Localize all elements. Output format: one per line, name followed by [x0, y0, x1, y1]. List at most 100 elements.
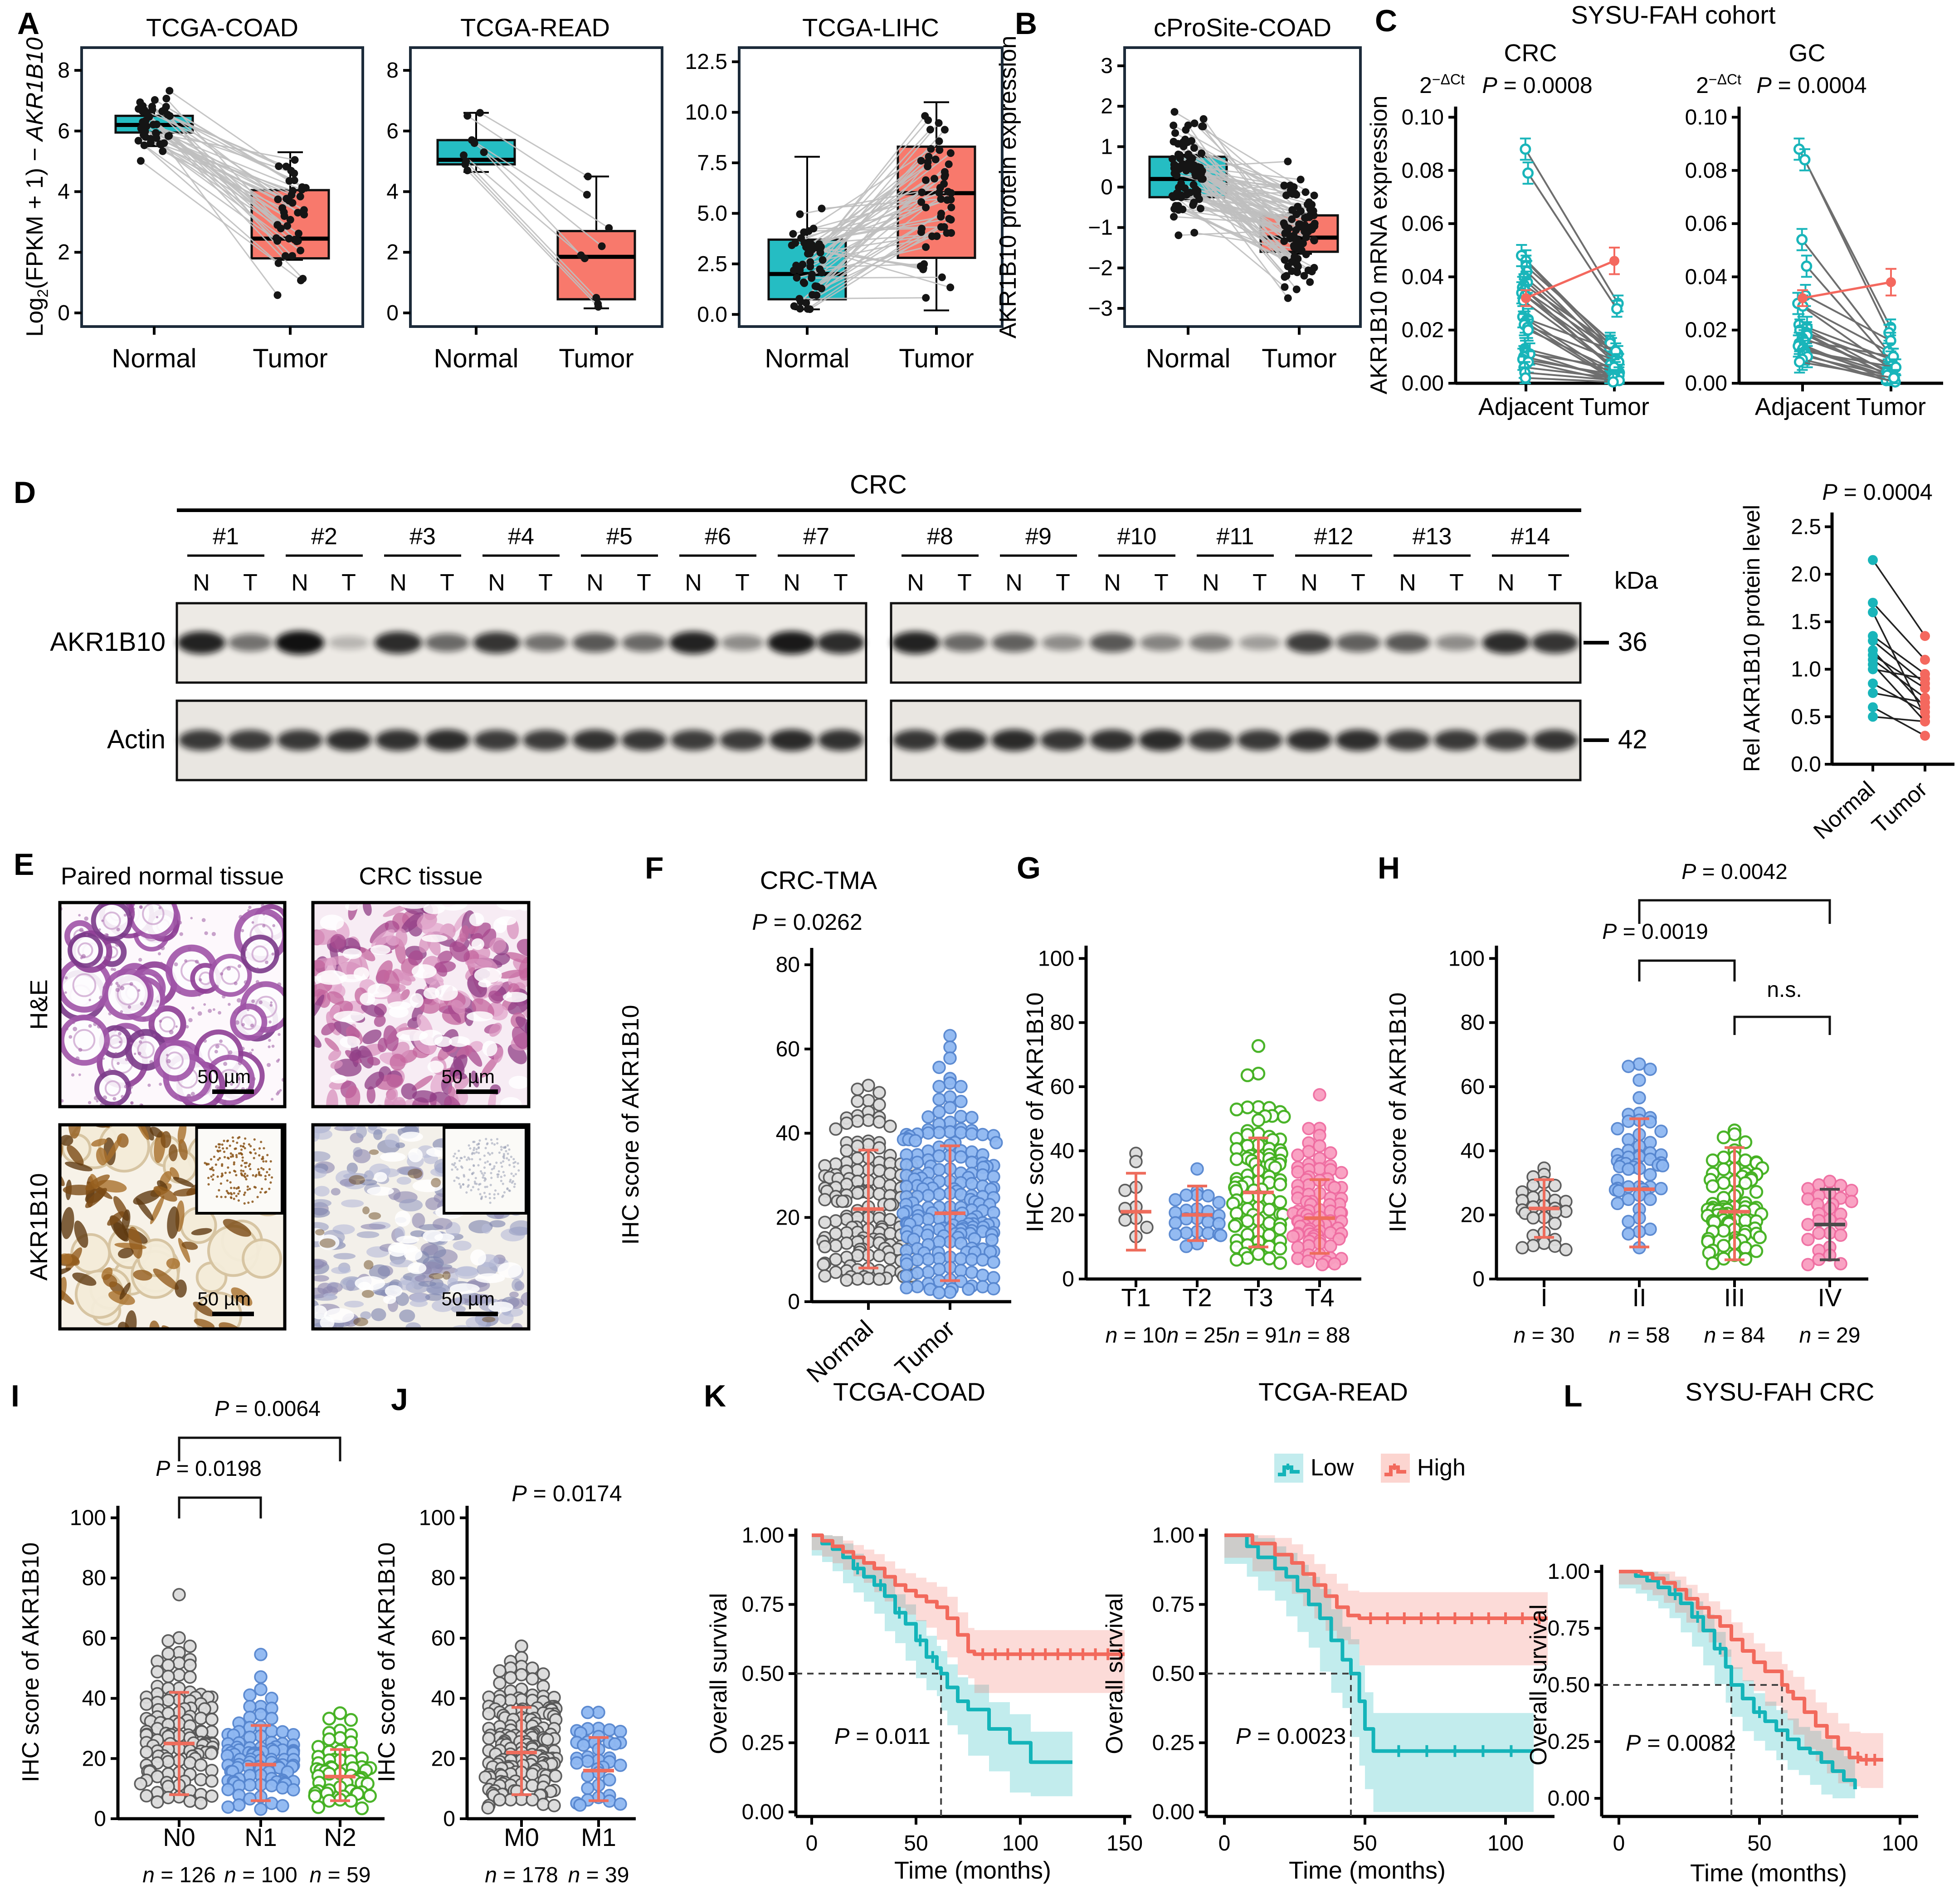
- svg-text:0.75: 0.75: [1152, 1593, 1194, 1617]
- svg-text:60: 60: [82, 1626, 106, 1650]
- paired-boxplot-cprosite-coad: cProSite-COADP < 0.0001AKR1B10 protein e…: [995, 13, 1362, 373]
- svg-text:Time (months): Time (months): [894, 1857, 1051, 1884]
- svg-text:2−ΔCt: 2−ΔCt: [1696, 71, 1741, 98]
- swarm-tnm-stage: IHC score of AKR1B10 0 20 40 60 80 100 P = 0.00…: [1385, 860, 1868, 1347]
- svg-text:1.00: 1.00: [1152, 1523, 1194, 1548]
- panel-label-j: J: [391, 1382, 408, 1417]
- svg-text:0.00: 0.00: [1548, 1787, 1590, 1811]
- svg-text:50: 50: [904, 1831, 928, 1855]
- svg-text:2.5: 2.5: [1791, 515, 1821, 539]
- svg-text:150: 150: [1106, 1831, 1143, 1855]
- svg-text:#9: #9: [1025, 523, 1052, 550]
- svg-text:CRC: CRC: [850, 470, 907, 499]
- svg-text:P = 0.0004: P = 0.0004: [1756, 73, 1866, 98]
- svg-text:n = 126: n = 126: [142, 1863, 216, 1887]
- svg-text:80: 80: [1050, 1011, 1074, 1035]
- svg-text:12.5: 12.5: [685, 50, 727, 74]
- svg-text:N: N: [193, 570, 210, 596]
- svg-text:2: 2: [386, 240, 399, 264]
- svg-text:N: N: [907, 570, 924, 596]
- svg-text:20: 20: [82, 1747, 106, 1771]
- svg-text:IV: IV: [1818, 1283, 1842, 1312]
- svg-text:T2: T2: [1182, 1283, 1212, 1312]
- svg-text:Adjacent: Adjacent: [1755, 393, 1850, 420]
- svg-text:0.02: 0.02: [1402, 318, 1444, 342]
- svg-text:Actin: Actin: [107, 725, 166, 754]
- svg-text:0.00: 0.00: [1685, 371, 1727, 395]
- svg-text:T: T: [833, 570, 848, 596]
- svg-text:0.04: 0.04: [1685, 265, 1727, 289]
- svg-text:H&E: H&E: [25, 979, 53, 1030]
- svg-text:100: 100: [1487, 1831, 1524, 1855]
- svg-text:N2: N2: [324, 1823, 356, 1851]
- svg-text:#11: #11: [1217, 523, 1254, 550]
- svg-text:AKR1B10: AKR1B10: [25, 1173, 53, 1280]
- svg-text:#14: #14: [1511, 523, 1550, 550]
- svg-text:#2: #2: [311, 523, 337, 550]
- svg-text:T: T: [341, 570, 356, 596]
- svg-text:TCGA-READ: TCGA-READ: [1258, 1377, 1408, 1406]
- svg-text:0.10: 0.10: [1402, 105, 1444, 129]
- svg-text:N: N: [1301, 570, 1318, 596]
- panel-label-l: L: [1564, 1379, 1583, 1413]
- svg-text:N: N: [1005, 570, 1023, 596]
- svg-text:#5: #5: [606, 523, 633, 550]
- svg-text:80: 80: [1461, 1011, 1485, 1035]
- svg-text:Low: Low: [1311, 1455, 1354, 1481]
- svg-text:0.50: 0.50: [742, 1662, 784, 1686]
- svg-text:Tumor: Tumor: [1867, 776, 1932, 839]
- svg-text:N1: N1: [244, 1823, 277, 1851]
- svg-text:50 µm: 50 µm: [441, 1288, 495, 1309]
- paired-boxplot-tcga-lihc: TCGA-LIHCP < 0.00010.02.55.07.510.012.5N…: [685, 13, 1004, 373]
- svg-text:2.0: 2.0: [1791, 562, 1821, 586]
- svg-text:N: N: [1399, 570, 1416, 596]
- svg-text:0.00: 0.00: [1152, 1800, 1194, 1824]
- svg-text:−1: −1: [1088, 216, 1113, 240]
- svg-text:60: 60: [776, 1037, 800, 1061]
- svg-text:P = 0.0008: P = 0.0008: [1482, 73, 1592, 98]
- svg-text:2.5: 2.5: [697, 252, 727, 276]
- svg-text:N0: N0: [163, 1823, 195, 1851]
- svg-text:100: 100: [1448, 947, 1485, 971]
- svg-text:P = 0.0042: P = 0.0042: [1681, 860, 1788, 884]
- svg-text:42: 42: [1618, 725, 1647, 754]
- svg-text:T: T: [1548, 570, 1562, 596]
- svg-text:50: 50: [1747, 1831, 1771, 1855]
- svg-text:#6: #6: [705, 523, 731, 550]
- svg-text:0.00: 0.00: [742, 1800, 784, 1824]
- svg-text:20: 20: [1050, 1203, 1074, 1227]
- svg-text:cProSite-COAD: cProSite-COAD: [1154, 13, 1331, 42]
- svg-text:P = 0.0082: P = 0.0082: [1626, 1730, 1736, 1756]
- svg-text:Overall survival: Overall survival: [706, 1593, 732, 1754]
- svg-text:4: 4: [386, 180, 399, 204]
- svg-text:40: 40: [776, 1122, 800, 1146]
- svg-text:#4: #4: [508, 523, 534, 550]
- western-blot-crc-panel: CRC#1N T#2N T#3N T#4N T#5N T#6N T#7N T#8N T#9N T#…: [50, 470, 1954, 844]
- svg-text:0.75: 0.75: [1548, 1616, 1590, 1640]
- svg-text:40: 40: [1461, 1139, 1485, 1163]
- km-curves-tcga: Low High TCGA-COAD Overall survival 1.00 0.75…: [706, 1377, 1555, 1884]
- svg-text:Rel AKR1B10 protein level: Rel AKR1B10 protein level: [1739, 505, 1764, 772]
- svg-text:N: N: [783, 570, 800, 596]
- svg-text:n = 58: n = 58: [1609, 1323, 1670, 1347]
- svg-text:0.50: 0.50: [1548, 1673, 1590, 1697]
- svg-text:Tumor: Tumor: [890, 1315, 960, 1382]
- svg-text:AKR1B10: AKR1B10: [50, 627, 166, 657]
- svg-text:n = 59: n = 59: [310, 1863, 371, 1887]
- svg-text:n = 100: n = 100: [224, 1863, 297, 1887]
- svg-text:8: 8: [58, 59, 70, 83]
- svg-text:0.08: 0.08: [1402, 159, 1444, 183]
- svg-text:AKR1B10 mRNA expression: AKR1B10 mRNA expression: [1366, 96, 1392, 395]
- svg-text:T: T: [735, 570, 750, 596]
- svg-text:80: 80: [82, 1566, 106, 1590]
- svg-text:0: 0: [58, 301, 70, 325]
- svg-text:N: N: [586, 570, 604, 596]
- svg-text:−3: −3: [1088, 297, 1113, 321]
- svg-text:Tumor: Tumor: [1579, 393, 1649, 420]
- svg-text:Normal: Normal: [1146, 344, 1231, 373]
- svg-text:n = 10: n = 10: [1106, 1323, 1167, 1347]
- svg-text:IHC score of AKR1B10: IHC score of AKR1B10: [18, 1543, 44, 1782]
- svg-text:0.75: 0.75: [742, 1593, 784, 1617]
- svg-text:Tumor: Tumor: [1856, 393, 1926, 420]
